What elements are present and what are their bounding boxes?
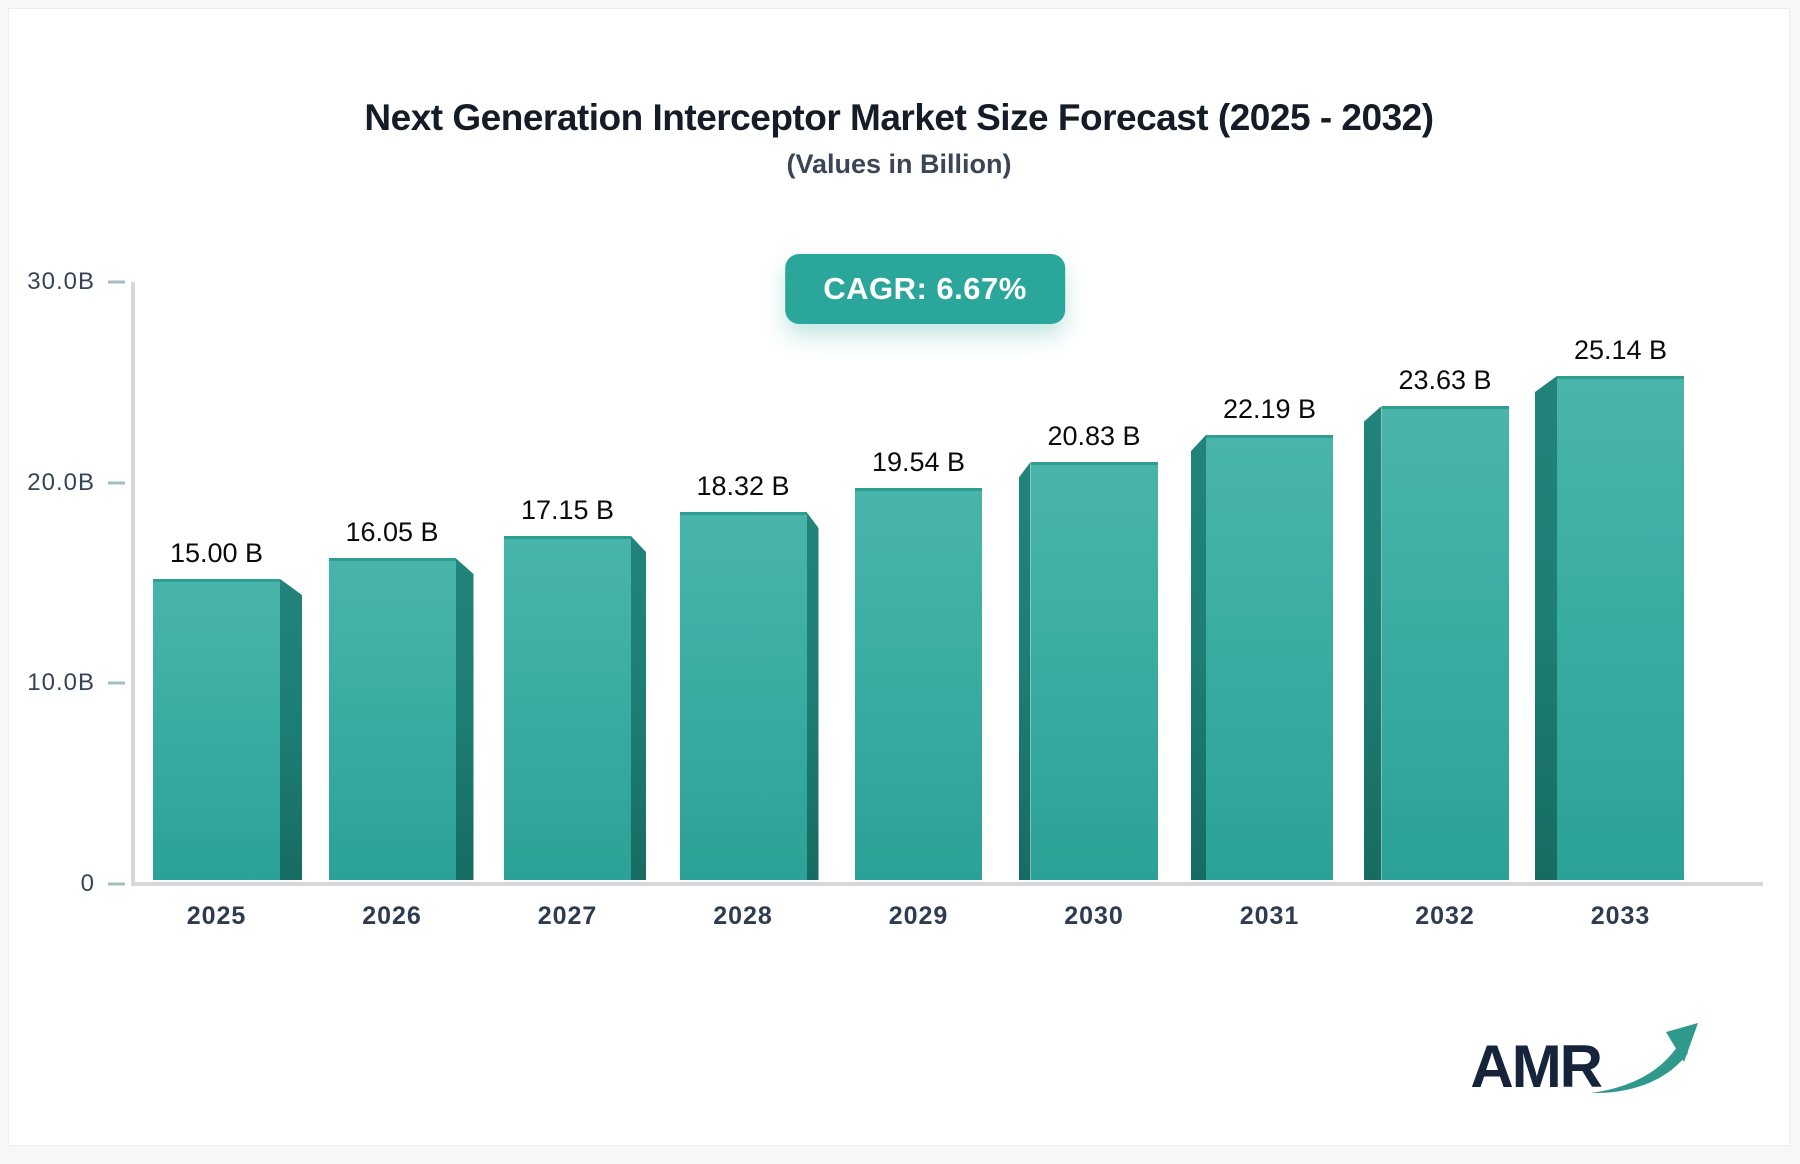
bar-value-label: 20.83 B (1047, 421, 1141, 451)
bar-face (328, 558, 456, 880)
y-tick-dash (108, 280, 125, 284)
x-axis-line (131, 882, 1763, 886)
chart-card: Next Generation Interceptor Market Size … (8, 8, 1790, 1146)
bar-face (153, 579, 280, 880)
bar-value-label: 23.63 B (1398, 365, 1492, 395)
x-tick-label: 2027 (537, 902, 598, 930)
bar-value-label: 16.05 B (345, 517, 439, 547)
y-tick-dash (108, 882, 125, 886)
y-tick-label: 30.0B (27, 268, 95, 295)
bar-value-label: 25.14 B (1573, 335, 1668, 365)
chart-subtitle: (Values in Billion) (786, 149, 1012, 179)
y-tick-dash (108, 681, 125, 685)
amr-logo: AMR (1470, 1023, 1707, 1101)
bar-column-2031: 22.19 B 2031 (1191, 394, 1333, 930)
bar-face (1206, 435, 1333, 880)
bar-side-shadow (1535, 376, 1557, 880)
growth-arrow-icon (1591, 1023, 1698, 1094)
bar-side-shadow (1191, 435, 1206, 880)
bar-value-label: 17.15 B (520, 495, 615, 525)
bar-column-2026: 16.05 B 2026 (328, 517, 474, 930)
bar-side-shadow (631, 536, 646, 880)
bar-face (855, 488, 982, 880)
bar-face (1030, 462, 1158, 880)
bar-face (679, 512, 807, 880)
bar-value-label: 15.00 B (169, 538, 264, 568)
x-tick-label: 2025 (186, 902, 247, 930)
bar-column-2033: 25.14 B 2033 (1535, 335, 1684, 930)
bar-column-2025: 15.00 B 2025 (153, 538, 302, 930)
bar-value-label: 22.19 B (1222, 394, 1317, 424)
logo-text: AMR (1470, 1033, 1603, 1100)
y-tick-label: 20.0B (27, 468, 95, 496)
bar-value-label: 18.32 B (696, 471, 790, 501)
bar-face (504, 536, 631, 880)
x-tick-label: 2033 (1590, 902, 1651, 930)
bar-side-shadow (806, 512, 819, 880)
bar-column-2032: 23.63 B 2032 (1363, 365, 1509, 930)
bar-side-shadow (455, 558, 474, 880)
plot-area: 30.0B 20.0B 10.0B 0 15.00 B 2025 16.05 B 2026 1… (9, 9, 1789, 1145)
bar-column-2027: 17.15 B 2027 (504, 495, 646, 930)
bar-column-2028: 18.32 B 2028 (679, 471, 819, 930)
y-tick-dash (108, 481, 125, 485)
x-tick-label: 2028 (713, 902, 773, 930)
bar-face (1557, 376, 1684, 880)
x-tick-label: 2030 (1064, 902, 1124, 930)
x-tick-label: 2029 (888, 902, 949, 930)
bar-face (1381, 406, 1509, 880)
y-tick-label: 0 (80, 870, 95, 897)
bar-side-shadow (1018, 462, 1031, 880)
bar-side-shadow (1363, 406, 1382, 880)
bar-side-shadow (280, 579, 302, 880)
x-tick-label: 2032 (1415, 902, 1475, 930)
bar-column-2030: 20.83 B 2030 (1018, 421, 1158, 930)
chart-title: Next Generation Interceptor Market Size … (364, 97, 1434, 138)
y-axis-line (131, 282, 135, 884)
y-tick-label: 10.0B (27, 669, 95, 697)
bar-column-2029: 19.54 B 2029 (855, 447, 982, 930)
cagr-badge: CAGR: 6.67% (785, 254, 1065, 324)
x-tick-label: 2026 (362, 902, 422, 930)
bar-value-label: 19.54 B (871, 447, 966, 477)
x-tick-label: 2031 (1239, 902, 1300, 930)
